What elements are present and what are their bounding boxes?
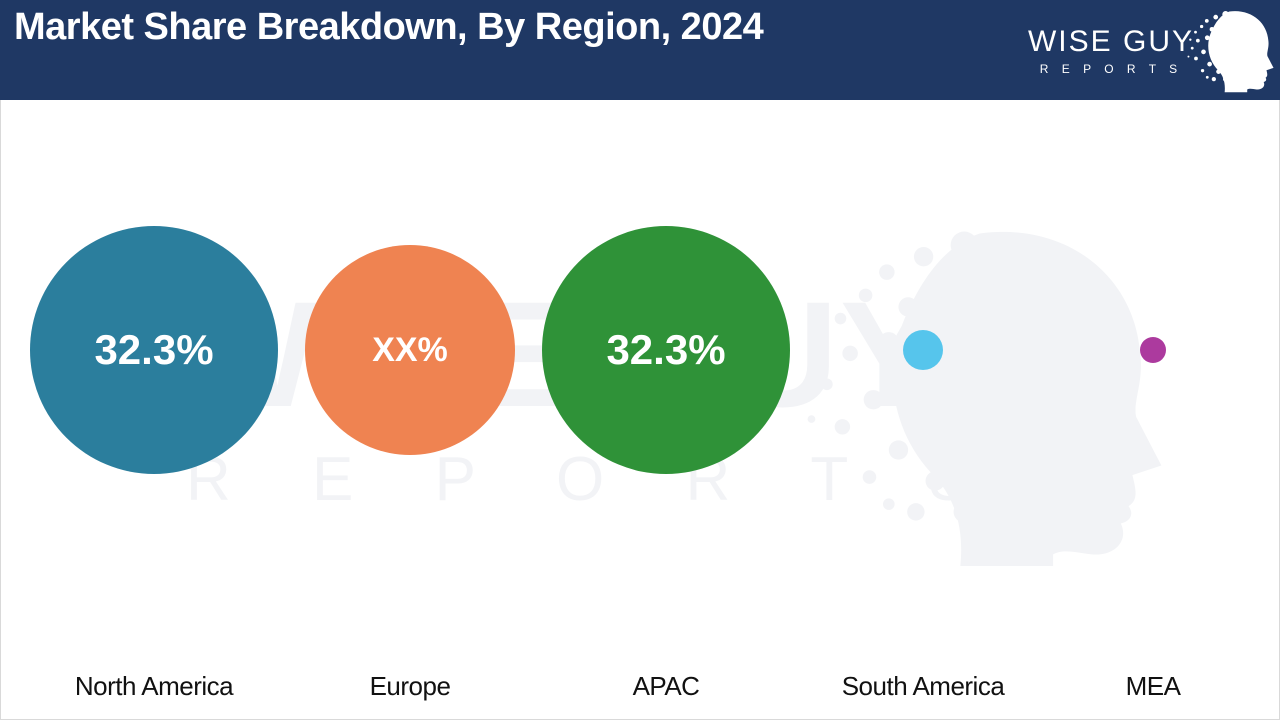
category-label-europe: Europe: [369, 671, 451, 701]
logo-subtext: R E P O R T S: [1039, 61, 1183, 76]
brand-logo-text: WISE GUY R E P O R T S: [1028, 25, 1194, 76]
bubble-value-label: 32.3%: [606, 326, 726, 373]
bubble-value-label: XX%: [372, 330, 448, 369]
bubble-europe: XX%: [305, 245, 515, 455]
category-label-south-america: South America: [841, 671, 1005, 701]
bubble-chart: WISE GUY R E P O R T S 32.3%XX%32.3% Nor…: [0, 100, 1280, 720]
logo-wordmark: WISE GUY: [1027, 24, 1194, 58]
bubble-south-america: [903, 330, 943, 370]
category-label-apac: APAC: [632, 671, 700, 701]
bubble-mea: [1140, 337, 1166, 363]
category-label-north-america: North America: [74, 671, 234, 701]
watermark-head-icon: [769, 218, 1171, 566]
header-bar: Market Share Breakdown, By Region, 2024 …: [0, 0, 1280, 100]
watermark-subtext: R E P O R T S: [186, 445, 1002, 514]
brand-logo: WISE GUY R E P O R T S: [1028, 0, 1274, 100]
bubble-value-label: 32.3%: [94, 326, 214, 373]
category-label-mea: MEA: [1125, 671, 1181, 701]
page-title: Market Share Breakdown, By Region, 2024: [14, 6, 764, 48]
bubble-north-america: 32.3%: [30, 226, 278, 474]
head-profile-icon: [1180, 7, 1274, 93]
bubble-apac: 32.3%: [542, 226, 790, 474]
